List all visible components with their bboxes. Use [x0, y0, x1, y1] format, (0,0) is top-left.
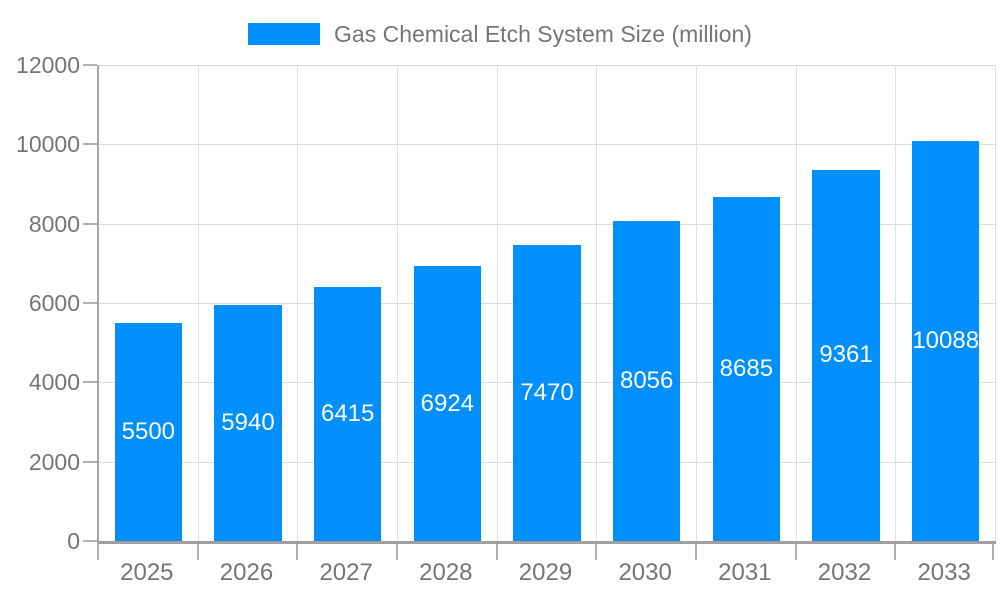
legend-label: Gas Chemical Etch System Size (million): [334, 20, 752, 47]
y-tick-mark: [83, 540, 97, 542]
y-tick-label: 0: [67, 528, 80, 554]
bar-slot: 6924: [398, 65, 498, 541]
x-tick-label: 2025: [120, 559, 174, 586]
y-tick-mark: [83, 222, 97, 225]
bar-slot: 5940: [199, 65, 299, 541]
bar-value-label: 10088: [912, 326, 980, 354]
bar-2028[interactable]: 6924: [413, 266, 481, 541]
bar-value-label: 9361: [819, 341, 873, 369]
y-tick-label: 6000: [28, 290, 80, 316]
x-tick-mark: [894, 544, 897, 560]
x-tick-mark: [595, 544, 598, 560]
bar-slot: 8056: [597, 65, 698, 541]
bar-2026[interactable]: 5940: [214, 305, 282, 541]
y-tick-mark: [83, 143, 97, 146]
legend-swatch: [248, 23, 321, 45]
bar-2025[interactable]: 5500: [114, 322, 182, 541]
bar-value-label: 6924: [420, 389, 475, 417]
x-tick-mark: [296, 544, 299, 560]
x-tick-mark: [695, 544, 697, 560]
bar-value-label: 5940: [221, 409, 275, 437]
y-tick-label: 2000: [28, 448, 80, 475]
x-tick-label: 2028: [419, 559, 473, 586]
bar-2033[interactable]: 10088: [912, 140, 980, 541]
x-tick-label: 2033: [917, 559, 971, 586]
h-gridline: [99, 65, 996, 66]
x-tick-mark: [196, 544, 199, 560]
bar-value-label: 8685: [719, 354, 774, 382]
x-tick-label: 2030: [618, 559, 672, 586]
bar-slot: 6415: [298, 65, 399, 541]
bar-slot: 10088: [896, 65, 997, 541]
bar-value-label: 6415: [320, 399, 375, 427]
y-tick-label: 12000: [16, 52, 80, 78]
h-gridline: [99, 223, 996, 225]
bar-slot: 8685: [697, 65, 797, 541]
x-tick-mark: [794, 544, 797, 560]
x-tick-label: 2031: [718, 559, 772, 586]
x-tick-mark: [992, 544, 994, 560]
x-tick-label: 2029: [518, 559, 573, 586]
plot-area: 5500 5940 6415 6924 7470 8056 8685 9361 10088: [97, 65, 997, 544]
bar-value-label: 5500: [121, 417, 176, 445]
legend-item[interactable]: Gas Chemical Etch System Size (million): [0, 18, 1000, 50]
bar-series: 5500 5940 6415 6924 7470 8056 8685 9361 10088: [99, 65, 997, 541]
x-tick-label: 2032: [817, 559, 872, 586]
y-tick-label: 4000: [28, 369, 80, 396]
bar-value-label: 7470: [520, 378, 574, 406]
bar-slot: 7470: [498, 65, 598, 541]
bar-2030[interactable]: 8056: [613, 221, 681, 541]
y-tick-label: 8000: [28, 210, 80, 237]
x-tick-mark: [97, 544, 99, 560]
y-tick-label: 10000: [16, 131, 80, 158]
h-gridline: [99, 144, 996, 146]
x-tick-mark: [495, 544, 498, 560]
y-tick-mark: [83, 302, 97, 304]
bar-2032[interactable]: 9361: [812, 169, 880, 541]
x-tick-label: 2026: [219, 559, 274, 586]
y-tick-mark: [83, 381, 97, 384]
bar-slot: 9361: [797, 65, 897, 541]
x-tick-label: 2027: [319, 559, 373, 586]
y-tick-mark: [83, 64, 97, 66]
bar-2031[interactable]: 8685: [712, 196, 780, 541]
bar-2027[interactable]: 6415: [314, 286, 382, 541]
y-tick-mark: [83, 460, 97, 463]
bar-slot: 5500: [99, 65, 199, 541]
x-tick-mark: [396, 544, 398, 560]
bar-value-label: 8056: [619, 367, 674, 395]
bar-2029[interactable]: 7470: [513, 244, 581, 541]
